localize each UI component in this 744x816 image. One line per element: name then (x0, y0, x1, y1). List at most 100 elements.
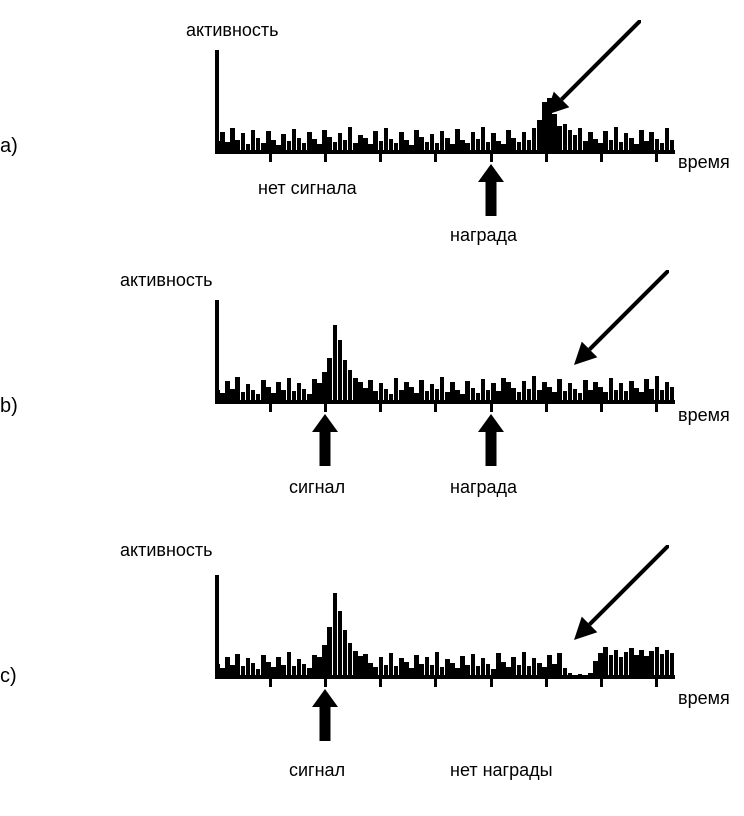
bar (552, 664, 557, 675)
event-label: сигнал (289, 477, 345, 498)
bar (394, 143, 399, 150)
bar (527, 140, 532, 150)
bar (230, 389, 235, 400)
bar (425, 391, 430, 400)
bar (450, 663, 455, 675)
bar (445, 392, 450, 400)
bar (501, 662, 506, 675)
bar (384, 665, 389, 675)
bar (455, 129, 460, 150)
bar (322, 372, 327, 400)
bar (394, 378, 399, 400)
bar (655, 647, 660, 675)
bar (511, 388, 516, 400)
bar (506, 130, 511, 150)
bar (634, 655, 639, 675)
bar (471, 132, 476, 150)
bar (317, 657, 322, 675)
x-tick (324, 679, 327, 687)
x-tick (434, 154, 437, 162)
bar (532, 658, 537, 675)
bar (455, 668, 460, 675)
bar (225, 657, 230, 675)
x-tick (600, 154, 603, 162)
pointer-arrow-icon (574, 270, 669, 365)
event-arrow-icon (478, 164, 504, 216)
bar (368, 663, 373, 675)
bar (435, 143, 440, 150)
bar (522, 381, 527, 400)
bar (614, 127, 619, 150)
event-arrow-icon (312, 689, 338, 741)
bar (471, 654, 476, 675)
bar (241, 666, 246, 675)
bar (603, 647, 608, 675)
bar (404, 140, 409, 150)
bar (445, 138, 450, 150)
bar (578, 128, 583, 150)
bar (465, 143, 470, 150)
bar (649, 389, 654, 400)
bar (603, 392, 608, 400)
x-tick (269, 154, 272, 162)
bar (348, 643, 353, 675)
x-axis-label: время (678, 688, 730, 709)
bar (235, 654, 240, 675)
bar (312, 139, 317, 150)
bar (578, 393, 583, 400)
bar (557, 653, 562, 675)
x-tick (269, 404, 272, 412)
bar (440, 667, 445, 675)
bar (266, 387, 271, 400)
event-label: нет награды (450, 760, 553, 781)
bar (629, 138, 634, 150)
bar (271, 140, 276, 150)
bar (511, 138, 516, 150)
event-label: награда (450, 225, 517, 246)
bar (379, 141, 384, 150)
bar (624, 391, 629, 400)
bar (629, 381, 634, 400)
y-axis (215, 300, 219, 400)
bar (634, 388, 639, 400)
bar (399, 390, 404, 400)
bar (384, 389, 389, 400)
bar (450, 382, 455, 400)
bar (338, 340, 343, 400)
bar (598, 653, 603, 675)
bar (465, 381, 470, 400)
event-arrow-icon (478, 414, 504, 466)
bar (563, 124, 568, 150)
bar (465, 665, 470, 675)
bar (517, 392, 522, 400)
bar (537, 390, 542, 400)
bar (425, 142, 430, 150)
bar (241, 392, 246, 400)
x-tick (655, 154, 658, 162)
bar (593, 382, 598, 400)
bar (670, 653, 675, 675)
bar (287, 378, 292, 400)
bar (639, 130, 644, 150)
bar (358, 382, 363, 400)
bar (491, 383, 496, 400)
event-label: награда (450, 477, 517, 498)
bar (220, 393, 225, 400)
x-tick (655, 679, 658, 687)
bar (649, 132, 654, 150)
event-label: сигнал (289, 760, 345, 781)
bar (624, 652, 629, 675)
bar (394, 666, 399, 675)
bar (445, 659, 450, 675)
bar (660, 390, 665, 400)
bar (496, 653, 501, 675)
bar (312, 655, 317, 675)
bar (281, 390, 286, 400)
bar (414, 130, 419, 150)
bar (639, 650, 644, 675)
x-tick (324, 154, 327, 162)
bar (665, 650, 670, 675)
bar (343, 360, 348, 400)
panel-label-c: c) (0, 665, 17, 688)
bar (235, 377, 240, 400)
